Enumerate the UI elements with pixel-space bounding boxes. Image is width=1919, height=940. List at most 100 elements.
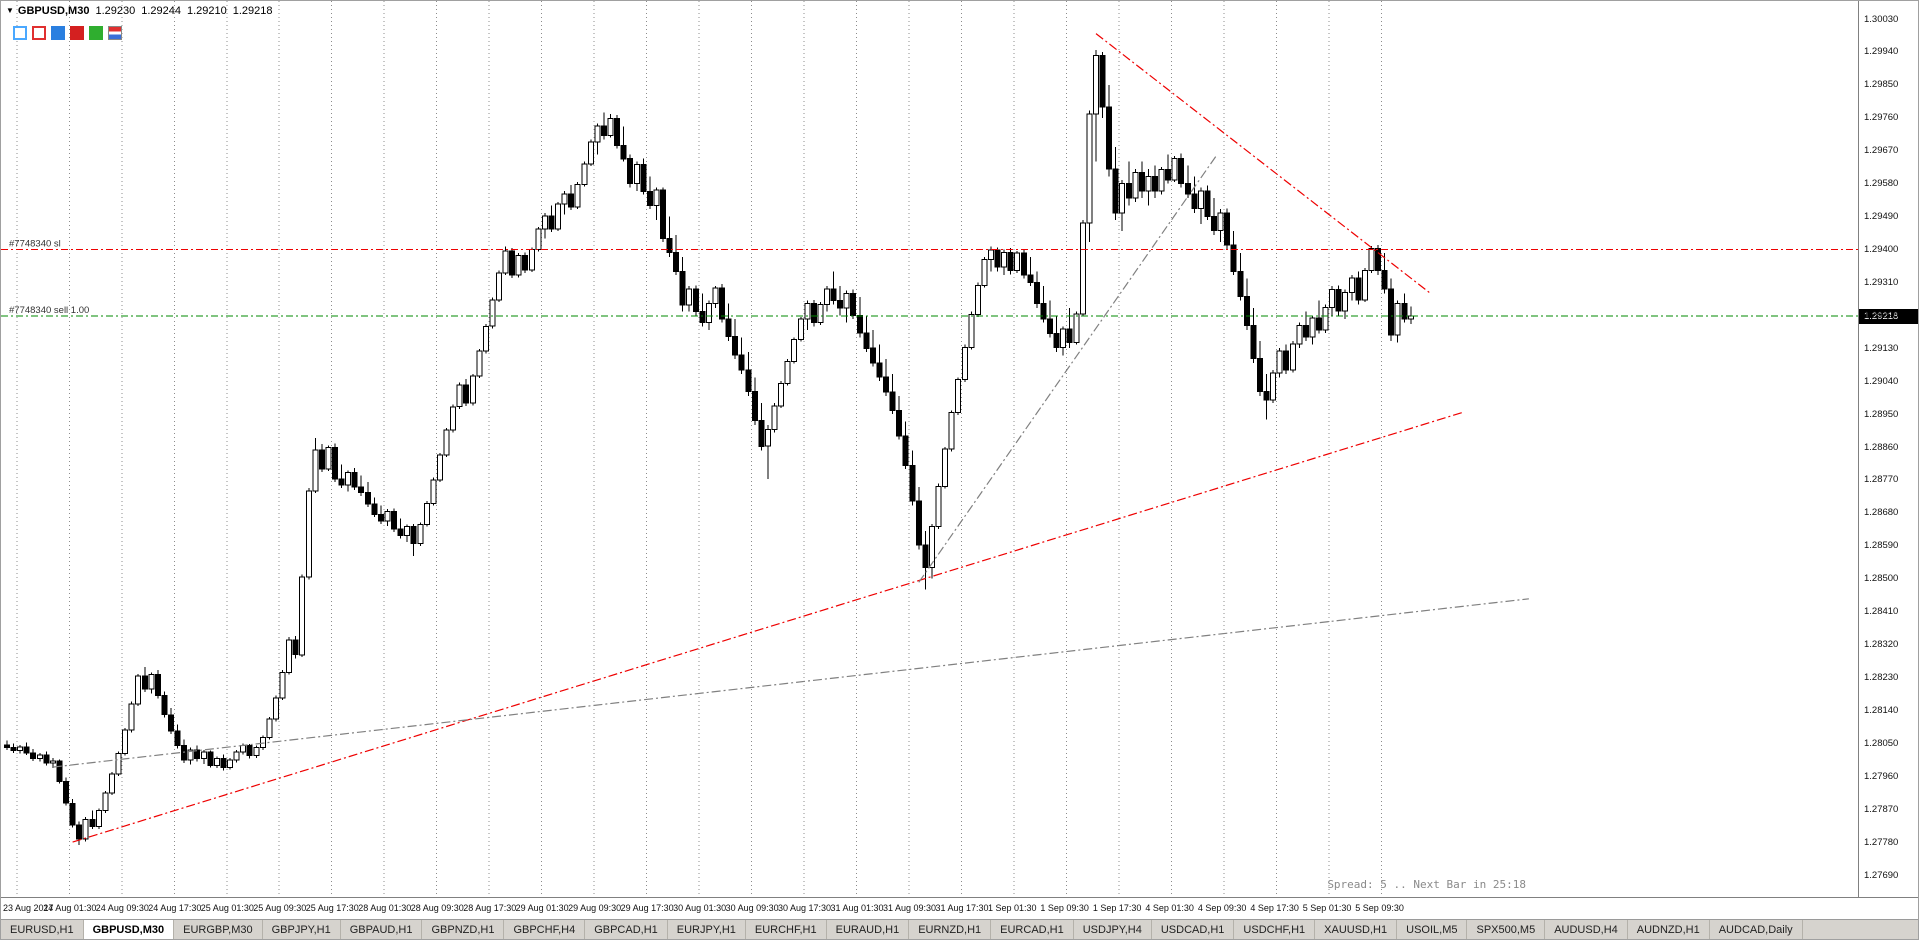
time-axis-label: 31 Aug 17:30 <box>935 903 989 913</box>
chart-tab[interactable]: EURCHF,H1 <box>746 920 827 939</box>
price-axis-label: 1.28680 <box>1864 507 1899 519</box>
svg-text:#7748340 sell 1.00: #7748340 sell 1.00 <box>9 305 89 316</box>
chart-tab[interactable]: XAUUSD,H1 <box>1315 920 1398 939</box>
time-axis-label: 30 Aug 17:30 <box>778 903 832 913</box>
time-axis-label: 29 Aug 17:30 <box>620 903 674 913</box>
time-axis-label: 4 Sep 01:30 <box>1145 903 1194 913</box>
svg-text:#7748340 sl: #7748340 sl <box>9 239 61 250</box>
price-axis-label: 1.29310 <box>1864 276 1899 288</box>
time-axis-label: 30 Aug 01:30 <box>673 903 727 913</box>
time-axis-label: 30 Aug 09:30 <box>725 903 779 913</box>
price-axis-label: 1.29580 <box>1864 178 1899 190</box>
price-axis-label: 1.29130 <box>1864 342 1899 354</box>
price-axis-label: 1.30030 <box>1864 13 1899 25</box>
ohlc-open: 1.29230 <box>95 5 136 17</box>
price-axis-label: 1.28050 <box>1864 737 1899 749</box>
time-axis-label: 31 Aug 01:30 <box>830 903 884 913</box>
chart-tab[interactable]: EURAUD,H1 <box>827 920 910 939</box>
price-axis-label: 1.28770 <box>1864 474 1899 486</box>
price-axis-label: 1.28950 <box>1864 408 1899 420</box>
chart-symbol-period: GBPUSD,M30 <box>17 5 90 17</box>
current-price-badge: 1.29218 <box>1859 308 1918 324</box>
price-axis-label: 1.27690 <box>1864 869 1899 881</box>
chart-tab[interactable]: USOIL,M5 <box>1397 920 1468 939</box>
chart-tab[interactable]: EURGBP,M30 <box>174 920 263 939</box>
time-axis-label: 25 Aug 09:30 <box>253 903 307 913</box>
price-axis-label: 1.27870 <box>1864 803 1899 815</box>
time-axis-label: 24 Aug 17:30 <box>148 903 202 913</box>
time-axis-label: 4 Sep 09:30 <box>1197 903 1247 913</box>
price-axis-label: 1.29400 <box>1864 244 1899 255</box>
time-axis-label: 1 Sep 01:30 <box>988 903 1037 913</box>
spread-next-bar-note: Spread: 5 .. Next Bar in 25:18 <box>1327 878 1526 891</box>
time-axis-label: 28 Aug 09:30 <box>410 903 464 913</box>
time-axis-label: 24 Aug 01:30 <box>43 903 97 913</box>
chart-plot-area[interactable]: #7748340 sl #7748340 sell 1.00 ▼ GBPUSD,M3… <box>1 1 1859 897</box>
ohlc-low: 1.29210 <box>186 5 227 17</box>
chart-tab[interactable]: GBPJPY,H1 <box>263 920 341 939</box>
chart-tab[interactable]: EURCAD,H1 <box>991 920 1074 939</box>
chart-tab[interactable]: AUDUSD,H4 <box>1545 920 1628 939</box>
chart-tab[interactable]: GBPCHF,H4 <box>504 920 586 939</box>
chart-tab[interactable]: AUDNZD,H1 <box>1628 920 1710 939</box>
price-axis-label: 1.29040 <box>1864 375 1899 387</box>
price-axis-label: 1.28860 <box>1864 441 1899 453</box>
chart-tab[interactable]: EURNZD,H1 <box>909 920 992 939</box>
square-red-icon[interactable] <box>70 26 84 40</box>
square-green-icon[interactable] <box>89 26 103 40</box>
time-axis-label: 31 Aug 09:30 <box>883 903 937 913</box>
price-axis-label: 1.29220 <box>1864 309 1899 321</box>
price-axis-label: 1.29940 <box>1864 46 1899 58</box>
chart-tab-bar: EURUSD,H1 GBPUSD,M30 EURGBP,M30 GBPJPY,H1 GB… <box>1 919 1918 939</box>
price-axis-label: 1.28320 <box>1864 639 1899 650</box>
price-axis-label: 1.29850 <box>1864 79 1899 91</box>
time-axis-label: 29 Aug 01:30 <box>515 903 569 913</box>
chart-tab[interactable]: GBPAUD,H1 <box>341 920 423 939</box>
chart-object-toolbar <box>13 26 122 40</box>
square-outline-blue-icon[interactable] <box>13 26 27 40</box>
chart-collapse-icon[interactable]: ▼ <box>6 6 14 15</box>
chart-tab[interactable]: EURUSD,H1 <box>1 920 84 939</box>
chart-tab[interactable]: GBPNZD,H1 <box>422 920 505 939</box>
time-axis-label: 1 Sep 09:30 <box>1040 903 1089 913</box>
time-axis-label: 23 Aug 2017 <box>3 903 54 913</box>
candlestick-chart[interactable]: #7748340 sl #7748340 sell 1.00 <box>1 1 1858 897</box>
chart-tab[interactable]: AUDCAD,Daily <box>1710 920 1803 939</box>
price-axis-label: 1.29670 <box>1864 145 1899 157</box>
chart-tab[interactable]: GBPUSD,M30 <box>83 920 175 939</box>
price-axis-label: 1.28590 <box>1864 540 1899 552</box>
price-axis-label: 1.29490 <box>1864 211 1899 222</box>
chart-tab[interactable]: SPX500,M5 <box>1467 920 1546 939</box>
chart-title-bar: ▼ GBPUSD,M30 1.29230 1.29244 1.29210 1.29218 <box>6 5 279 17</box>
time-axis-label: 25 Aug 01:30 <box>200 903 254 913</box>
time-axis-label: 4 Sep 17:30 <box>1250 903 1299 913</box>
time-axis-label: 28 Aug 01:30 <box>358 903 412 913</box>
square-blue-icon[interactable] <box>51 26 65 40</box>
price-axis-label: 1.29760 <box>1864 112 1899 124</box>
price-axis[interactable]: 1.29218 1.30030 1.29940 1.29850 1.29760 1.29… <box>1859 1 1918 897</box>
time-axis-label: 5 Sep 01:30 <box>1302 903 1352 913</box>
price-axis-label: 1.28410 <box>1864 606 1899 618</box>
price-axis-label: 1.28230 <box>1864 672 1899 683</box>
square-outline-red-icon[interactable] <box>32 26 46 40</box>
flag-stripes-icon[interactable] <box>108 26 122 40</box>
time-axis-label: 1 Sep 17:30 <box>1092 903 1142 913</box>
time-axis[interactable]: 23 Aug 2017 24 Aug 01:30 24 Aug 09:30 24 Au… <box>1 897 1918 920</box>
price-axis-label: 1.28500 <box>1864 573 1899 585</box>
ohlc-close: 1.29218 <box>232 5 273 17</box>
chart-tab[interactable]: USDCAD,H1 <box>1152 920 1235 939</box>
chart-tab[interactable]: USDJPY,H4 <box>1074 920 1152 939</box>
time-axis-label: 5 Sep 09:30 <box>1355 903 1404 913</box>
chart-tab[interactable]: USDCHF,H1 <box>1234 920 1316 939</box>
ohlc-high: 1.29244 <box>141 5 181 17</box>
price-axis-label: 1.27780 <box>1864 836 1899 848</box>
time-axis-label: 29 Aug 09:30 <box>568 903 622 913</box>
chart-tab[interactable]: EURJPY,H1 <box>668 920 746 939</box>
time-axis-label: 25 Aug 17:30 <box>305 903 359 913</box>
time-axis-label: 24 Aug 09:30 <box>95 903 149 913</box>
price-axis-label: 1.27960 <box>1864 770 1899 782</box>
chart-tab[interactable]: GBPCAD,H1 <box>585 920 668 939</box>
time-axis-label: 28 Aug 17:30 <box>463 903 517 913</box>
price-axis-label: 1.28140 <box>1864 704 1899 716</box>
